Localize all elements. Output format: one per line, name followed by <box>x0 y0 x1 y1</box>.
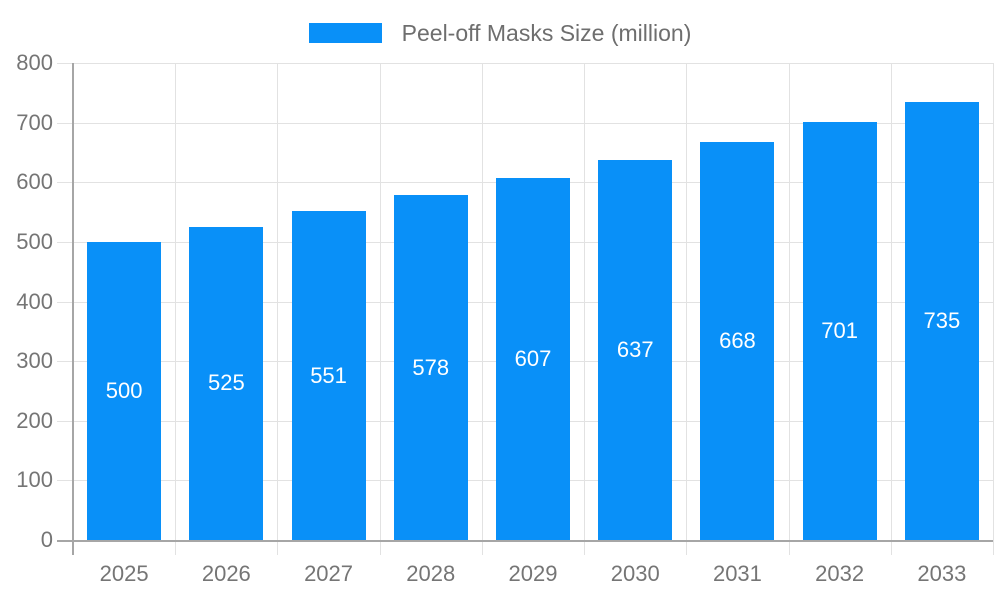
y-tick-label: 500 <box>16 228 53 254</box>
bar-2027[interactable]: 551 <box>291 211 366 540</box>
bar-2031[interactable]: 668 <box>700 141 775 540</box>
x-axis-line <box>57 540 993 542</box>
y-tick-label: 700 <box>16 109 53 135</box>
x-tick-label: 2027 <box>304 561 354 586</box>
gridline-vertical <box>993 63 994 555</box>
x-tick-label: 2025 <box>99 561 149 586</box>
bar-2033[interactable]: 735 <box>904 101 979 540</box>
bar-value-label: 578 <box>412 354 450 380</box>
gridline-vertical <box>788 63 790 555</box>
bar-2026[interactable]: 525 <box>189 226 264 540</box>
bar-value-label: 500 <box>105 377 143 403</box>
gridline-vertical <box>481 63 483 555</box>
y-tick-label: 800 <box>16 50 53 75</box>
bar-value-label: 735 <box>923 307 961 333</box>
x-tick-label: 2032 <box>815 561 865 586</box>
y-tick-label: 0 <box>40 527 53 552</box>
gridline-vertical <box>584 63 586 555</box>
gridline-horizontal <box>57 63 993 64</box>
gridline-vertical <box>686 63 688 555</box>
x-tick-label: 2031 <box>712 561 762 586</box>
y-tick-label: 400 <box>16 288 53 314</box>
bar-value-label: 525 <box>207 370 245 396</box>
bar-2025[interactable]: 500 <box>87 241 162 540</box>
x-tick-label: 2026 <box>201 561 251 586</box>
y-tick-label: 300 <box>16 348 53 374</box>
bar-value-label: 668 <box>719 327 756 353</box>
bar-value-label: 551 <box>310 362 347 388</box>
bar-value-label: 701 <box>821 318 859 343</box>
gridline-vertical <box>890 63 892 555</box>
bar-2028[interactable]: 578 <box>393 195 468 540</box>
bar-2030[interactable]: 637 <box>598 160 673 540</box>
legend-label: Peel-off Masks Size (million) <box>401 19 692 46</box>
bar-value-label: 637 <box>616 337 654 363</box>
gridline-vertical <box>379 63 381 555</box>
bar-2032[interactable]: 701 <box>802 122 877 540</box>
gridline-horizontal <box>57 122 993 124</box>
legend-swatch-icon <box>308 23 382 43</box>
bar-2029[interactable]: 607 <box>496 178 570 540</box>
legend[interactable]: Peel-off Masks Size (million) <box>0 13 1000 53</box>
x-tick-label: 2030 <box>610 561 660 586</box>
x-tick-label: 2029 <box>508 561 558 586</box>
y-tick-label: 600 <box>16 169 53 195</box>
x-tick-label: 2033 <box>917 561 967 586</box>
gridline-vertical <box>277 63 279 555</box>
y-tick-label: 100 <box>16 467 53 493</box>
gridline-vertical <box>175 63 177 555</box>
y-tick-label: 200 <box>16 407 53 433</box>
x-tick-label: 2028 <box>406 561 456 586</box>
bar-value-label: 607 <box>514 346 552 372</box>
y-axis-line <box>72 63 74 555</box>
